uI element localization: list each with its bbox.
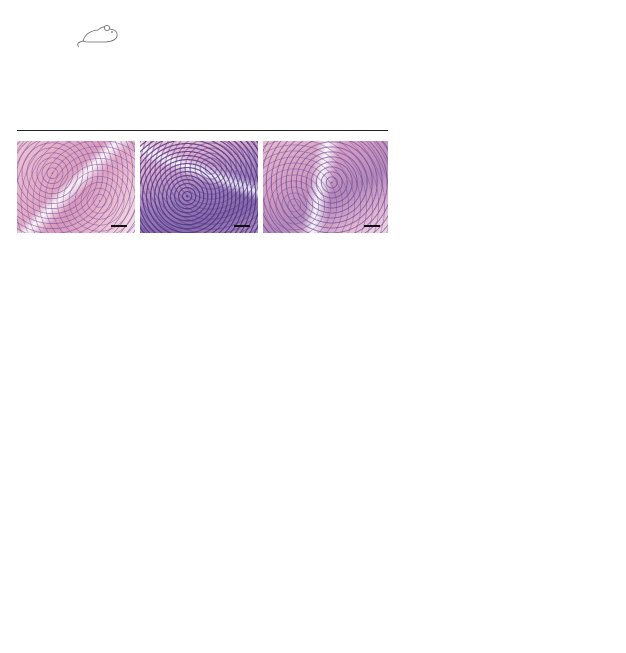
legend-dot xyxy=(304,46,310,52)
histology-image-tg-anti xyxy=(263,141,388,233)
go-term-network xyxy=(336,264,626,534)
legend-dot xyxy=(492,22,498,28)
legend-dot xyxy=(304,55,310,61)
timeline-axis xyxy=(58,69,158,95)
legend-item xyxy=(492,34,501,40)
dss-heatmap xyxy=(184,266,346,518)
legend-e xyxy=(564,144,573,174)
dss-dot xyxy=(564,156,570,162)
tnf-boxplot xyxy=(163,522,318,653)
ptprc-boxplot xyxy=(8,522,163,653)
legend-item xyxy=(564,147,573,153)
legend-c xyxy=(492,22,501,79)
legend-item xyxy=(304,28,313,34)
legend-dot xyxy=(304,37,310,43)
histopathology-dotplot xyxy=(358,12,508,128)
legend-item xyxy=(492,22,501,28)
scale-bar xyxy=(111,224,127,227)
cxcl10-boxplot xyxy=(472,522,626,653)
scale-bar xyxy=(364,224,380,227)
legend-item xyxy=(492,46,501,52)
legend-dot xyxy=(304,28,310,34)
legend-item xyxy=(304,37,313,43)
legend-dot xyxy=(492,34,498,40)
histology-image-wt xyxy=(17,141,135,233)
mouse-icon xyxy=(77,25,118,48)
control-dot xyxy=(564,147,570,153)
legend-item xyxy=(492,58,501,64)
steady-state-dotplot xyxy=(176,24,234,108)
legend-item xyxy=(304,46,313,52)
legend-dot xyxy=(492,46,498,52)
cxcl9-boxplot xyxy=(318,522,473,653)
histology-image-tg xyxy=(140,141,258,233)
legend-dot xyxy=(492,58,498,64)
pca-scatter xyxy=(408,116,562,262)
legend-b xyxy=(304,28,313,64)
legend-item xyxy=(564,156,573,162)
scale-bar xyxy=(234,224,250,227)
dss-dotplot xyxy=(238,24,296,108)
legend-item xyxy=(492,70,501,76)
legend-item xyxy=(304,55,313,61)
legend-dot xyxy=(492,70,498,76)
header-rule xyxy=(17,130,388,131)
steady-state-heatmap xyxy=(4,266,188,518)
